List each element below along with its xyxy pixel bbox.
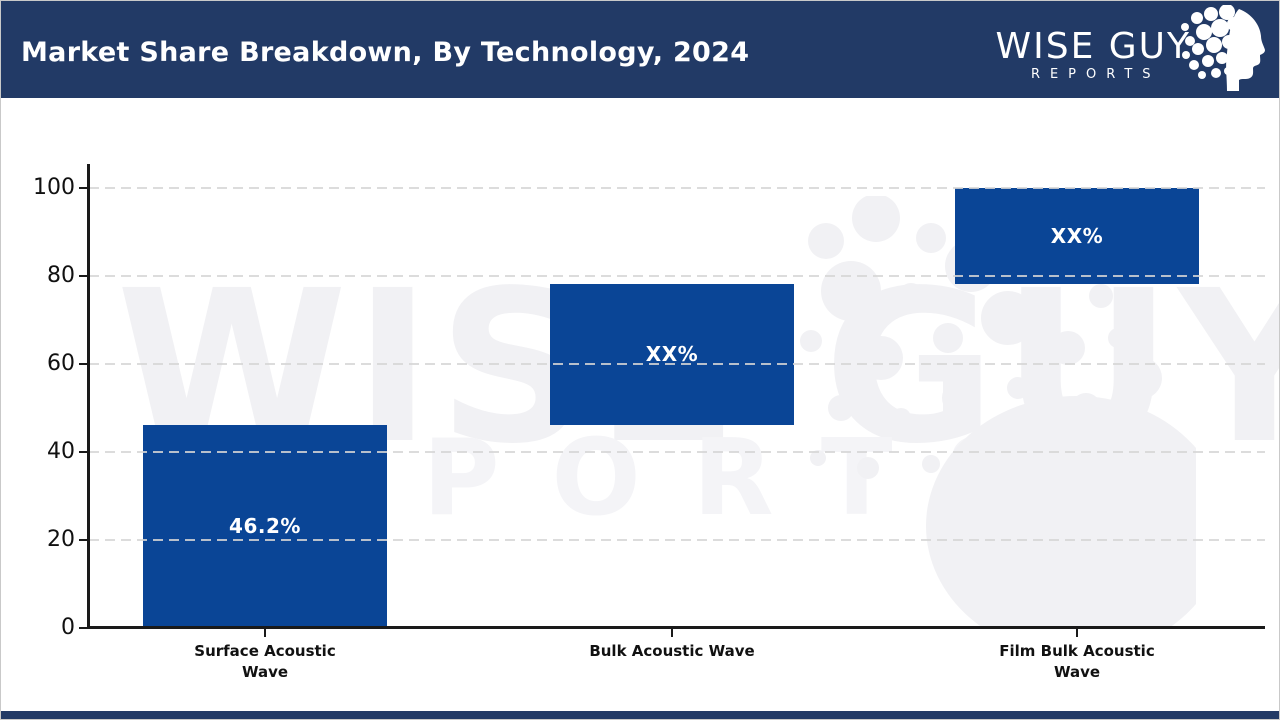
- y-tick-label: 100: [33, 175, 75, 200]
- y-tick-label: 20: [47, 527, 75, 552]
- y-axis: [87, 164, 90, 629]
- x-tick-mark: [264, 628, 266, 637]
- gridline: [89, 187, 1265, 189]
- y-tick-label: 0: [61, 615, 75, 640]
- bar-film-bulk-acoustic-wave: XX%: [955, 188, 1199, 284]
- x-category-label: Bulk Acoustic Wave: [589, 642, 755, 660]
- y-tick-mark: [79, 451, 88, 453]
- gridline: [89, 539, 1265, 541]
- logo-reports-text: REPORTS: [1030, 67, 1161, 83]
- x-tick-mark: [671, 628, 673, 637]
- y-tick-label: 60: [47, 351, 75, 376]
- bar-value-label: XX%: [1050, 223, 1104, 248]
- x-axis: [87, 626, 1265, 629]
- watermark-face-dots: [800, 196, 1196, 626]
- footer-bar: [1, 711, 1279, 719]
- y-tick-mark: [79, 539, 88, 541]
- wise-guy-logo: WISE GUY REPORTS: [996, 5, 1268, 95]
- gridline: [89, 275, 1265, 277]
- y-tick-mark: [79, 627, 88, 629]
- y-tick-label: 40: [47, 439, 75, 464]
- face-profile-icon: [1181, 5, 1265, 91]
- logo-wiseguy-text: WISE GUY: [995, 25, 1191, 67]
- x-category-label: Surface Acoustic Wave: [194, 642, 336, 681]
- chart-title: Market Share Breakdown, By Technology, 2…: [21, 37, 750, 68]
- bar-surface-acoustic-wave: 46.2%: [143, 424, 387, 628]
- y-tick-mark: [79, 187, 88, 189]
- y-tick-label: 80: [47, 263, 75, 288]
- x-category-label: Film Bulk Acoustic Wave: [999, 642, 1155, 681]
- y-tick-mark: [79, 275, 88, 277]
- y-tick-mark: [79, 363, 88, 365]
- gridline: [89, 451, 1265, 453]
- x-tick-mark: [1076, 628, 1078, 637]
- bar-bulk-acoustic-wave: XX%: [550, 283, 794, 425]
- logo-text: WISE GUY REPORTS: [995, 25, 1192, 83]
- header-bar: Market Share Breakdown, By Technology, 2…: [1, 1, 1279, 98]
- bar-value-label: XX%: [645, 342, 699, 367]
- gridline: [89, 363, 1265, 365]
- bar-value-label: 46.2%: [229, 514, 301, 539]
